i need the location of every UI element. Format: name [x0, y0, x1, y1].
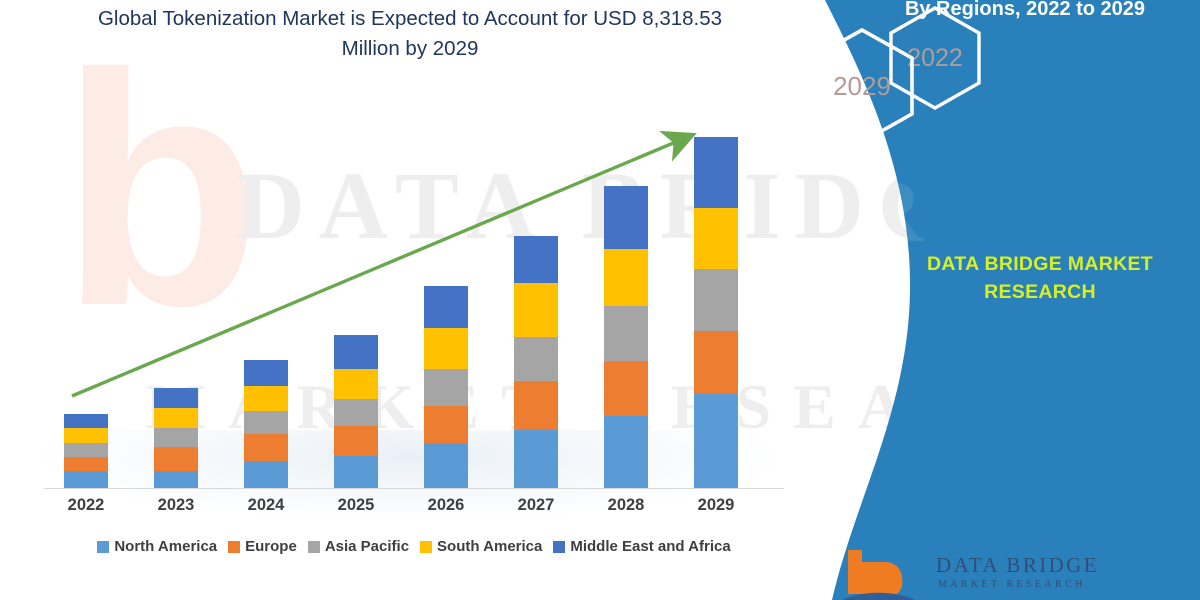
x-axis-labels: 2022 2023 2024 2025 2026 2027 2028 2029	[40, 496, 770, 526]
bar-segment[interactable]	[604, 249, 648, 306]
bar-segment[interactable]	[334, 369, 378, 399]
legend-item[interactable]: Asia Pacific	[307, 538, 410, 555]
x-axis-label-2025: 2025	[337, 496, 375, 514]
panel-watermark: BR	[800, 162, 932, 261]
bar-segment[interactable]	[514, 337, 558, 381]
bar-segment[interactable]	[604, 186, 648, 249]
chart-container: 2022 2023 2024 2025 2026 2027 2028 2029 North A…	[40, 130, 784, 555]
x-axis-label-2024: 2024	[247, 496, 285, 514]
hex-left-label: 2029	[833, 71, 891, 101]
bar-segment[interactable]	[514, 283, 558, 337]
legend-label: North America	[114, 538, 218, 555]
bar-segment[interactable]	[64, 414, 108, 428]
legend-label: Asia Pacific	[324, 538, 410, 555]
legend-item[interactable]: Middle East and Africa	[553, 538, 731, 555]
x-axis-label-2028: 2028	[607, 496, 645, 514]
footer-logo-text: DATA BRIDGE	[936, 553, 1099, 577]
bar-segment[interactable]	[604, 361, 648, 416]
legend-item[interactable]: South America	[420, 538, 542, 555]
x-axis-label-2023: 2023	[157, 496, 195, 514]
bar-segment[interactable]	[154, 408, 198, 428]
bar-segment[interactable]	[514, 236, 558, 283]
legend-swatch-icon	[228, 540, 241, 553]
legend-label: Europe	[245, 538, 297, 555]
bar-segment[interactable]	[334, 399, 378, 426]
panel-subtitle: By Regions, 2022 to 2029	[904, 0, 1146, 20]
legend-label: South America	[437, 538, 543, 555]
bar-segment[interactable]	[604, 306, 648, 361]
legend-item[interactable]: North America	[97, 538, 217, 555]
legend-label: Middle East and Africa	[570, 538, 731, 555]
page-title: Global Tokenization Market is Expected t…	[97, 7, 723, 60]
bar-segment[interactable]	[694, 269, 738, 331]
panel-background-shape	[825, 0, 1200, 600]
x-axis-label-2029: 2029	[697, 496, 735, 514]
bar-segment[interactable]	[154, 388, 198, 408]
x-axis-label-2027: 2027	[517, 496, 555, 514]
bar-segment[interactable]	[424, 369, 468, 406]
bar-segment[interactable]	[244, 411, 288, 434]
footer-logo: DATA BRIDGE MARKET RESEARCH	[840, 548, 1180, 600]
bar-segment[interactable]	[244, 386, 288, 411]
legend-swatch-icon	[553, 540, 566, 553]
hex-right-label: 2022	[907, 44, 963, 72]
bar-segment[interactable]	[424, 328, 468, 369]
bar-segment[interactable]	[334, 335, 378, 369]
chart-legend: North America Europe Asia Pacific South Ame…	[44, 538, 784, 555]
bar-segment[interactable]	[514, 381, 558, 430]
bar-segment[interactable]	[694, 208, 738, 269]
brand-name: DATA BRIDGE MARKET RESEARCH	[926, 253, 1154, 303]
growth-arrow	[71, 130, 697, 398]
bar-segment[interactable]	[244, 360, 288, 386]
x-axis-label-2026: 2026	[427, 496, 465, 514]
brand-panel: BR By Regions, 2022 to 2029 2022 2029 DA…	[800, 0, 1200, 600]
databridge-b-icon	[842, 550, 916, 600]
hexagon-badges: 2022 2029	[810, 6, 981, 140]
x-axis-label-2022: 2022	[67, 496, 105, 514]
footer-logo-subtext: MARKET RESEARCH	[938, 579, 1086, 590]
legend-swatch-icon	[420, 540, 433, 553]
legend-swatch-icon	[97, 540, 110, 553]
legend-item[interactable]: Europe	[228, 538, 297, 555]
bar-segment[interactable]	[694, 331, 738, 394]
x-axis-line	[44, 488, 784, 489]
legend-swatch-icon	[307, 540, 320, 553]
bar-segment[interactable]	[424, 286, 468, 328]
bar-segment[interactable]	[694, 137, 738, 208]
